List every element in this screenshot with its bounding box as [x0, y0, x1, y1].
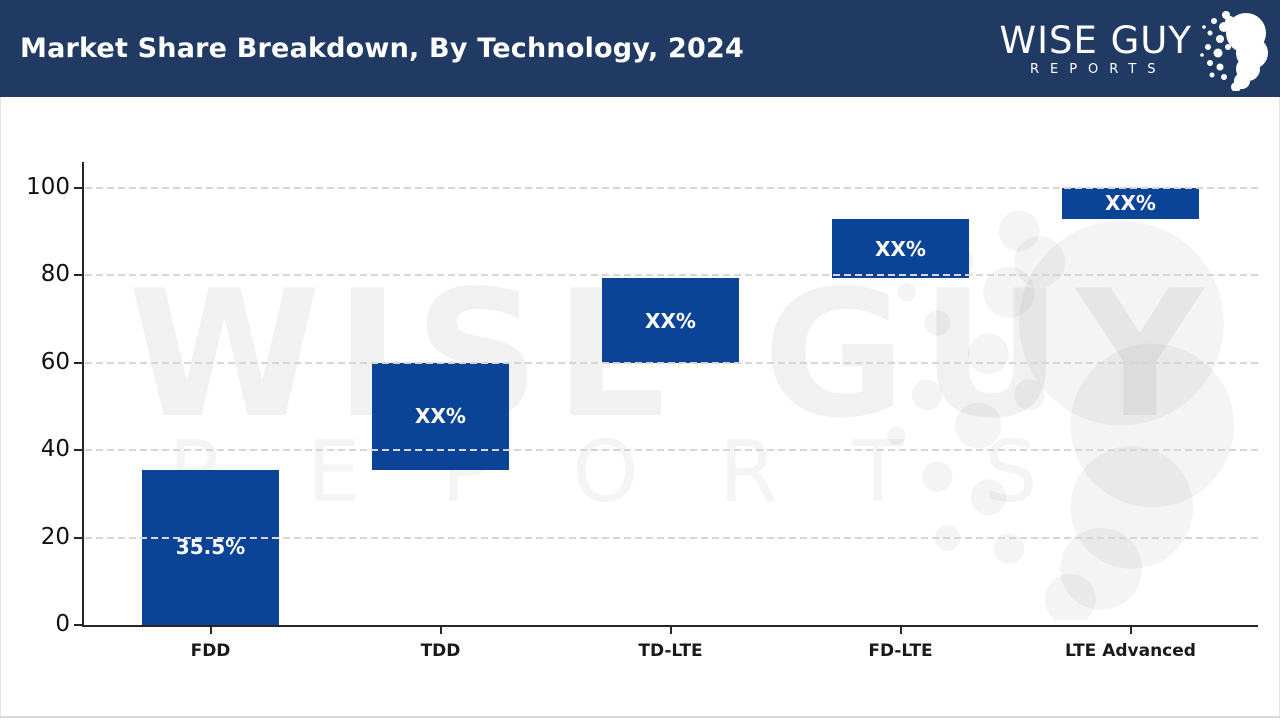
wise-guy-logo: WISE GUY REPORTS	[1000, 0, 1270, 97]
logo-reports-label: REPORTS	[1029, 61, 1167, 77]
header-bar: Market Share Breakdown, By Technology, 2…	[0, 0, 1280, 97]
bar-value-label: XX%	[1105, 191, 1156, 216]
bar-value-label: 35.5%	[175, 535, 246, 560]
gridline	[85, 361, 1258, 364]
logo-face-icon	[1200, 10, 1268, 91]
x-axis-tick	[209, 627, 212, 634]
bar-value-label: XX%	[645, 308, 696, 333]
gridline	[85, 274, 1258, 277]
y-axis-tick	[74, 536, 84, 539]
bar-value-label: XX%	[415, 404, 466, 429]
y-axis-tick-label: 60	[40, 348, 70, 375]
y-axis-tick	[74, 274, 84, 277]
bar: 35.5%	[142, 469, 279, 625]
logo-text: WISE GUY REPORTS	[1000, 22, 1192, 76]
bar: XX%	[832, 218, 969, 279]
x-axis-tick-label: LTE Advanced	[1065, 641, 1196, 661]
x-axis-tick	[669, 627, 672, 634]
x-axis-tick-label: TDD	[420, 641, 461, 661]
watermark-face-icon	[887, 210, 1235, 620]
x-axis-line	[82, 625, 1258, 627]
page-title: Market Share Breakdown, By Technology, 2…	[20, 33, 745, 64]
x-axis-tick-label: TD-LTE	[638, 641, 703, 661]
logo-wiseguy-label: WISE GUY	[999, 18, 1192, 62]
y-axis-tick	[74, 449, 84, 452]
bar-value-label: XX%	[875, 236, 926, 261]
watermark-reports-text: REPORTS	[168, 430, 1118, 515]
x-axis-tick	[1129, 627, 1132, 634]
y-axis-tick-label: 80	[40, 261, 70, 288]
gridline	[85, 187, 1258, 189]
gridline	[85, 536, 1258, 539]
x-axis-tick-label: FD-LTE	[868, 641, 933, 661]
x-axis-tick	[439, 627, 442, 634]
bottom-border-line	[0, 716, 1280, 718]
left-border-line	[0, 97, 1, 717]
x-axis-tick-label: FDD	[190, 641, 231, 661]
bar: XX%	[1062, 188, 1199, 219]
y-axis-tick-label: 40	[40, 436, 70, 463]
bar: XX%	[602, 278, 739, 363]
y-axis-tick	[74, 624, 84, 626]
y-axis-tick-label: 0	[55, 611, 70, 637]
x-axis-tick	[899, 627, 902, 634]
y-axis-tick-label: 20	[40, 523, 70, 550]
y-axis-tick	[74, 361, 84, 364]
gridline	[85, 449, 1258, 452]
y-axis-line	[82, 162, 84, 627]
bar: XX%	[372, 362, 509, 470]
y-axis-tick	[74, 187, 84, 189]
y-axis-tick-label: 100	[26, 174, 70, 200]
